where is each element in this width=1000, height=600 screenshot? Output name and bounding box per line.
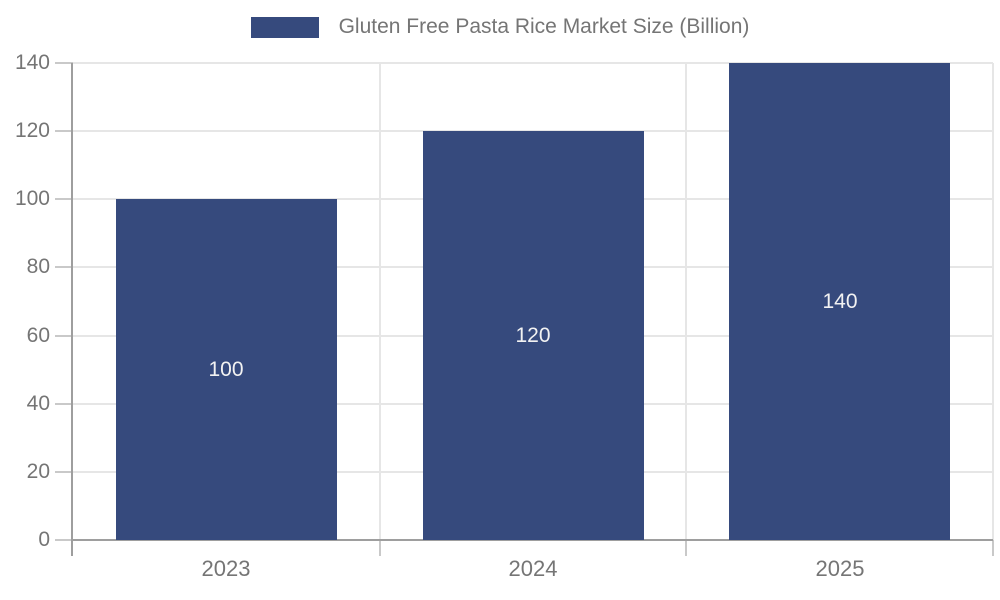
y-tick xyxy=(55,402,73,405)
x-axis-line xyxy=(71,539,993,541)
x-tick xyxy=(685,540,688,556)
gridline xyxy=(992,63,994,540)
y-tick xyxy=(55,266,73,269)
legend[interactable]: Gluten Free Pasta Rice Market Size (Bill… xyxy=(0,13,1000,41)
gridline xyxy=(378,63,381,540)
bar[interactable] xyxy=(423,131,644,540)
y-tick-label: 100 xyxy=(14,187,50,211)
y-tick-label: 0 xyxy=(38,528,50,551)
y-tick-label: 120 xyxy=(14,119,50,143)
x-tick-label: 2024 xyxy=(508,556,558,581)
y-tick xyxy=(55,62,73,64)
bar[interactable] xyxy=(116,199,337,540)
y-tick xyxy=(55,539,73,541)
x-tick-label: 2023 xyxy=(201,556,251,581)
y-tick-label: 60 xyxy=(26,323,50,347)
bar[interactable] xyxy=(729,63,950,540)
y-tick xyxy=(55,334,73,337)
gridline xyxy=(685,63,688,540)
legend-swatch xyxy=(250,16,319,38)
y-tick xyxy=(55,130,73,133)
y-tick-label: 40 xyxy=(26,391,50,415)
x-tick xyxy=(378,540,381,556)
y-tick-label: 20 xyxy=(26,459,50,483)
y-tick xyxy=(55,198,73,201)
y-axis-line xyxy=(71,63,73,556)
y-tick-label: 140 xyxy=(14,51,50,74)
legend-label: Gluten Free Pasta Rice Market Size (Bill… xyxy=(338,15,750,38)
x-tick xyxy=(992,540,994,556)
x-tick-label: 2025 xyxy=(815,556,865,581)
y-tick xyxy=(55,470,73,473)
gridline xyxy=(73,62,993,64)
y-tick-label: 80 xyxy=(26,255,50,279)
